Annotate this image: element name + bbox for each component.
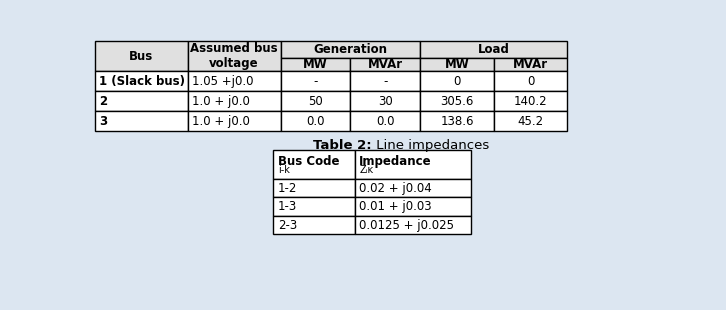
Text: 0.02 + j0.04: 0.02 + j0.04	[359, 182, 432, 195]
Text: Generation: Generation	[314, 43, 388, 56]
Bar	[420, 91, 494, 111]
Text: 1.0 + j0.0: 1.0 + j0.0	[192, 95, 250, 108]
Bar	[273, 179, 354, 197]
Text: 2-3: 2-3	[278, 219, 297, 232]
Text: Bus Code: Bus Code	[278, 155, 340, 168]
Text: 45.2: 45.2	[518, 115, 544, 128]
Bar	[351, 71, 420, 91]
Bar	[94, 111, 187, 131]
Bar	[354, 150, 471, 179]
Text: 305.6: 305.6	[440, 95, 473, 108]
Bar	[494, 71, 568, 91]
Bar	[187, 91, 281, 111]
Text: MVAr: MVAr	[513, 58, 548, 71]
Text: Load: Load	[478, 43, 510, 56]
Bar	[494, 91, 568, 111]
Text: Zᵢᴋ: Zᵢᴋ	[359, 165, 373, 175]
Bar	[354, 197, 471, 216]
Bar	[273, 216, 354, 234]
Bar	[420, 71, 494, 91]
Bar	[494, 58, 568, 71]
Text: MW: MW	[444, 58, 469, 71]
Text: 140.2: 140.2	[514, 95, 547, 108]
Text: MVAr: MVAr	[367, 58, 403, 71]
Bar	[494, 111, 568, 131]
Text: 0.0125 + j0.025: 0.0125 + j0.025	[359, 219, 454, 232]
Text: 0.0: 0.0	[376, 115, 394, 128]
Bar	[273, 197, 354, 216]
Text: Bus: Bus	[129, 50, 153, 63]
Text: Assumed bus
voltage: Assumed bus voltage	[190, 42, 278, 70]
Text: 1 (Slack bus): 1 (Slack bus)	[99, 75, 185, 88]
Text: 138.6: 138.6	[440, 115, 473, 128]
Bar	[420, 58, 494, 71]
Text: 1.05 +j0.0: 1.05 +j0.0	[192, 75, 254, 88]
Text: 0: 0	[453, 75, 460, 88]
Text: 1-2: 1-2	[278, 182, 297, 195]
Text: 0.01 + j0.03: 0.01 + j0.03	[359, 200, 432, 213]
Text: 1.0 + j0.0: 1.0 + j0.0	[192, 115, 250, 128]
Bar	[281, 41, 420, 58]
Text: 50: 50	[308, 95, 323, 108]
Bar	[94, 41, 187, 71]
Bar	[351, 91, 420, 111]
Text: MW: MW	[303, 58, 328, 71]
Bar	[273, 150, 354, 179]
Bar	[354, 179, 471, 197]
Text: -: -	[383, 75, 388, 88]
Text: 30: 30	[378, 95, 393, 108]
Text: i-k: i-k	[278, 165, 290, 175]
Bar	[351, 111, 420, 131]
Bar	[420, 111, 494, 131]
Bar	[354, 216, 471, 234]
Text: 2: 2	[99, 95, 107, 108]
Text: 3: 3	[99, 115, 107, 128]
Bar	[187, 41, 281, 71]
Text: 1-3: 1-3	[278, 200, 297, 213]
Bar	[187, 71, 281, 91]
Bar	[187, 111, 281, 131]
Text: Table 2:: Table 2:	[314, 139, 372, 152]
Text: -: -	[314, 75, 318, 88]
Text: 0: 0	[527, 75, 534, 88]
Bar	[281, 91, 351, 111]
Text: Impedance: Impedance	[359, 155, 432, 168]
Bar	[351, 58, 420, 71]
Text: 0.0: 0.0	[306, 115, 325, 128]
Bar	[94, 71, 187, 91]
Bar	[281, 111, 351, 131]
Bar	[420, 41, 568, 58]
Bar	[281, 71, 351, 91]
Bar	[281, 58, 351, 71]
Bar	[94, 91, 187, 111]
Text: Line impedances: Line impedances	[372, 139, 489, 152]
